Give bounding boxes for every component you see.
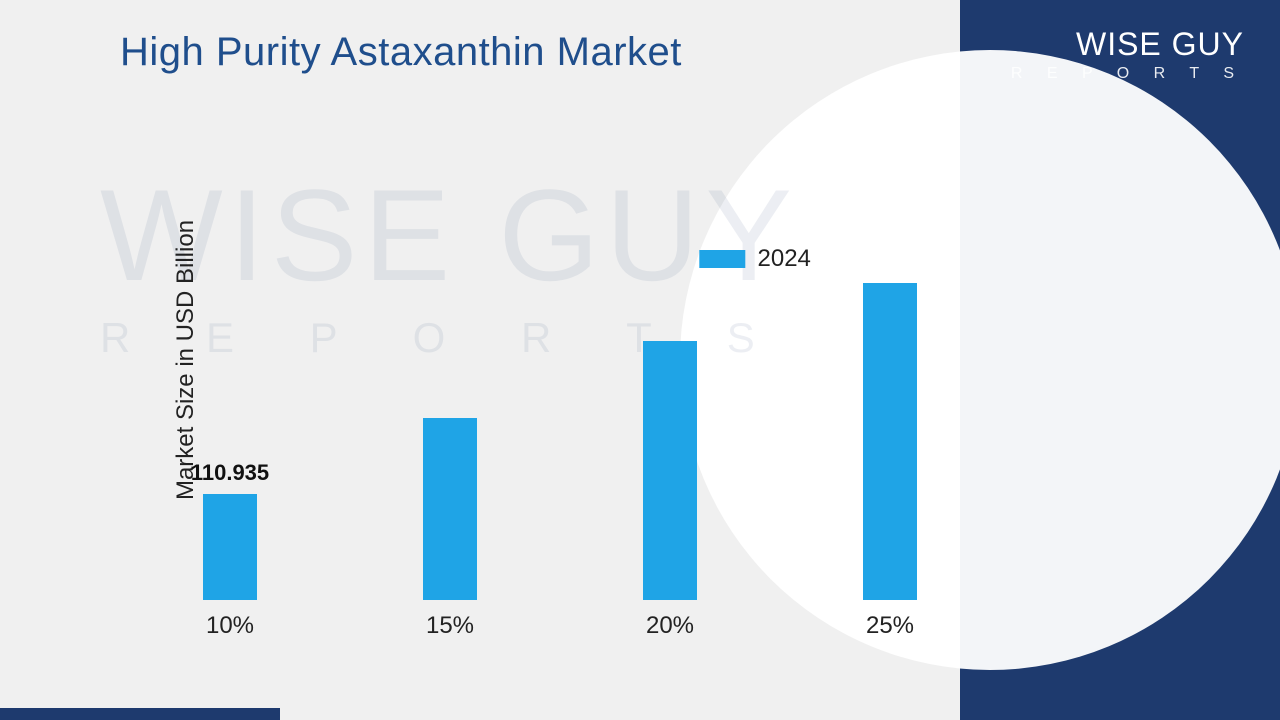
legend-swatch [699, 250, 745, 268]
chart-title: High Purity Astaxanthin Market [120, 30, 682, 75]
bar [203, 494, 257, 600]
legend: 2024 [699, 245, 810, 273]
brand-line1: WISE GUY [1011, 28, 1244, 60]
x-tick-label: 10% [206, 612, 254, 640]
x-tick-label: 25% [866, 612, 914, 640]
x-tick-label: 20% [646, 612, 694, 640]
legend-label: 2024 [757, 245, 810, 273]
bar [423, 418, 477, 600]
data-label: 110.935 [191, 460, 269, 486]
bar-chart: 10% 110.935 15% 20% 25% [120, 120, 1000, 640]
bar [863, 283, 917, 600]
brand-logo: WISE GUY R E P O R T S [1011, 28, 1244, 82]
x-tick-label: 15% [426, 612, 474, 640]
plot-area [120, 120, 1000, 600]
bar [643, 341, 697, 600]
stage: WISE GUY R E P O R T S WISE GUY R E P O … [0, 0, 1280, 720]
brand-line2: R E P O R T S [1011, 66, 1244, 82]
footer-accent-bar [0, 708, 280, 720]
